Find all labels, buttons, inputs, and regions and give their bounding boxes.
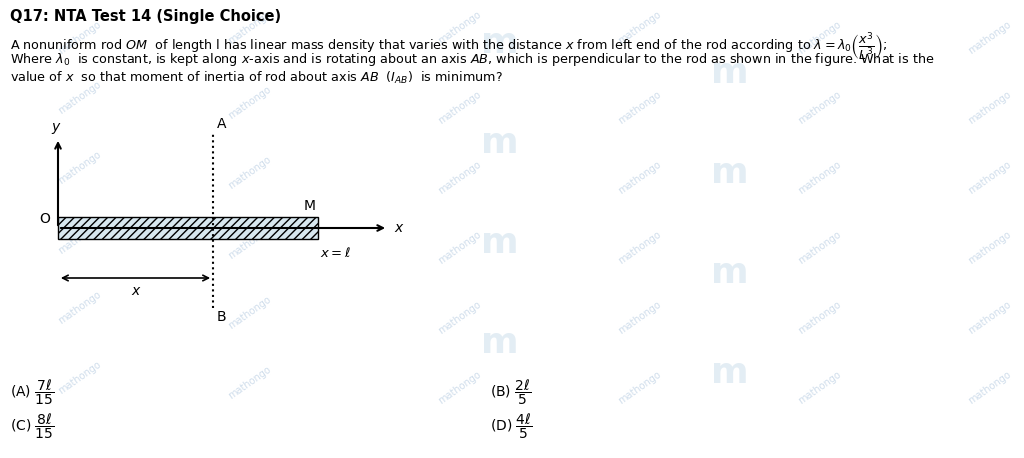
Text: mathongo: mathongo [437, 229, 483, 267]
Text: x: x [131, 284, 139, 298]
Text: (D) $\dfrac{4\ell}{5}$: (D) $\dfrac{4\ell}{5}$ [490, 412, 532, 442]
Text: mathongo: mathongo [226, 85, 273, 121]
Text: mathongo: mathongo [967, 370, 1013, 406]
Text: m: m [481, 226, 519, 260]
Text: (A) $\dfrac{7\ell}{15}$: (A) $\dfrac{7\ell}{15}$ [10, 378, 54, 407]
Text: mathongo: mathongo [437, 10, 483, 46]
Text: (C) $\dfrac{8\ell}{15}$: (C) $\dfrac{8\ell}{15}$ [10, 412, 54, 442]
Text: Q17: NTA Test 14 (Single Choice): Q17: NTA Test 14 (Single Choice) [10, 9, 282, 24]
Text: A nonuniform rod $OM$  of length l has linear mass density that varies with the : A nonuniform rod $OM$ of length l has li… [10, 30, 888, 62]
Text: mathongo: mathongo [226, 294, 273, 332]
Text: mathongo: mathongo [797, 160, 843, 196]
Text: mathongo: mathongo [226, 224, 273, 262]
Text: Where $\lambda_0$  is constant, is kept along $x$-axis and is rotating about an : Where $\lambda_0$ is constant, is kept a… [10, 51, 935, 68]
Text: mathongo: mathongo [967, 20, 1013, 56]
Text: mathongo: mathongo [437, 300, 483, 336]
Text: m: m [712, 256, 749, 290]
Text: mathongo: mathongo [56, 360, 103, 396]
Text: mathongo: mathongo [616, 370, 664, 406]
Text: mathongo: mathongo [797, 229, 843, 267]
Text: mathongo: mathongo [797, 300, 843, 336]
Text: mathongo: mathongo [226, 155, 273, 191]
Text: x: x [394, 221, 402, 235]
Text: m: m [712, 356, 749, 390]
Bar [58, 217, 318, 239]
Text: m: m [481, 26, 519, 60]
Text: O: O [39, 212, 50, 226]
Text: mathongo: mathongo [437, 370, 483, 406]
Text: mathongo: mathongo [56, 20, 103, 56]
Text: m: m [712, 156, 749, 190]
Text: B: B [217, 310, 226, 324]
Text: mathongo: mathongo [616, 90, 664, 126]
Text: mathongo: mathongo [616, 10, 664, 46]
Text: mathongo: mathongo [56, 220, 103, 256]
Text: mathongo: mathongo [797, 370, 843, 406]
Text: mathongo: mathongo [437, 160, 483, 196]
Text: (B) $\dfrac{2\ell}{5}$: (B) $\dfrac{2\ell}{5}$ [490, 378, 531, 407]
Text: mathongo: mathongo [226, 10, 273, 46]
Text: mathongo: mathongo [616, 229, 664, 267]
Text: m: m [712, 56, 749, 90]
Text: M: M [304, 199, 316, 213]
Text: m: m [481, 126, 519, 160]
Text: mathongo: mathongo [967, 160, 1013, 196]
Text: mathongo: mathongo [967, 90, 1013, 126]
Text: A: A [217, 117, 226, 131]
Text: m: m [481, 326, 519, 360]
Text: mathongo: mathongo [967, 300, 1013, 336]
Text: mathongo: mathongo [967, 229, 1013, 267]
Text: mathongo: mathongo [437, 90, 483, 126]
Text: mathongo: mathongo [226, 365, 273, 401]
Text: mathongo: mathongo [616, 300, 664, 336]
Text: mathongo: mathongo [797, 20, 843, 56]
Text: mathongo: mathongo [56, 150, 103, 186]
Text: mathongo: mathongo [797, 90, 843, 126]
Text: mathongo: mathongo [56, 289, 103, 327]
Text: mathongo: mathongo [56, 80, 103, 116]
Text: mathongo: mathongo [616, 160, 664, 196]
Text: $x = \ell$: $x = \ell$ [319, 246, 351, 260]
Text: y: y [51, 120, 59, 134]
Text: value of $x$  so that moment of inertia of rod about axis $AB$  $\left(I_{AB}\ri: value of $x$ so that moment of inertia o… [10, 70, 503, 86]
